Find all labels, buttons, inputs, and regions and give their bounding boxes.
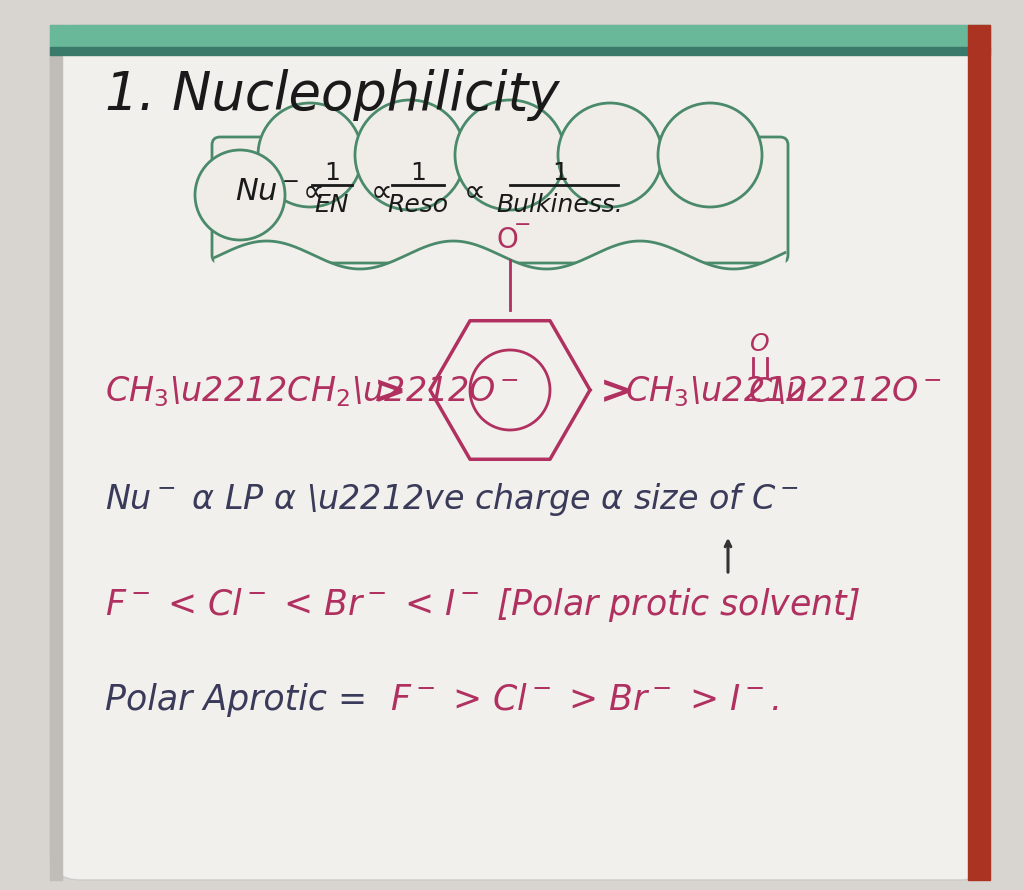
Bar xyxy=(50,25,990,48)
Text: Bulkiness.: Bulkiness. xyxy=(497,193,624,217)
Text: Reso: Reso xyxy=(387,193,449,217)
Text: >: > xyxy=(374,373,407,411)
Text: 1: 1 xyxy=(552,161,568,185)
Text: 1: 1 xyxy=(324,161,340,185)
Circle shape xyxy=(195,150,285,240)
Circle shape xyxy=(658,103,762,207)
FancyBboxPatch shape xyxy=(50,25,990,880)
Text: \u2212O$^-$: \u2212O$^-$ xyxy=(774,376,942,409)
Text: $\propto$: $\propto$ xyxy=(458,176,484,206)
Text: F$^-$ < Cl$^-$ < Br$^-$ < I$^-$ [Polar protic solvent]: F$^-$ < Cl$^-$ < Br$^-$ < I$^-$ [Polar p… xyxy=(105,586,860,624)
Text: 1. Nucleophilicity: 1. Nucleophilicity xyxy=(105,69,559,121)
Text: O: O xyxy=(751,332,770,356)
Bar xyxy=(50,47,990,55)
Text: Nu$^-$ $\alpha$ LP $\alpha$ \u2212ve charge $\alpha$ size of C$^-$: Nu$^-$ $\alpha$ LP $\alpha$ \u2212ve cha… xyxy=(105,481,799,519)
Polygon shape xyxy=(215,241,785,275)
Circle shape xyxy=(258,103,362,207)
Circle shape xyxy=(355,100,465,210)
Text: EN: EN xyxy=(314,193,349,217)
Text: $\propto$: $\propto$ xyxy=(365,176,391,206)
Text: F$^-$ > Cl$^-$ > Br$^-$ > I$^-$.: F$^-$ > Cl$^-$ > Br$^-$ > I$^-$. xyxy=(390,683,779,717)
Circle shape xyxy=(455,100,565,210)
Text: Polar Aprotic =: Polar Aprotic = xyxy=(105,683,378,717)
Text: CH$_3$\u2212: CH$_3$\u2212 xyxy=(625,375,807,409)
Text: Nu$^-$: Nu$^-$ xyxy=(234,176,299,206)
Bar xyxy=(968,25,990,880)
Text: 1: 1 xyxy=(410,161,426,185)
Text: C: C xyxy=(749,376,772,409)
Text: >: > xyxy=(600,373,633,411)
Bar xyxy=(50,25,62,880)
Text: −: − xyxy=(514,215,531,235)
Text: CH$_3$\u2212CH$_2$\u2212O$^-$: CH$_3$\u2212CH$_2$\u2212O$^-$ xyxy=(105,375,519,409)
FancyBboxPatch shape xyxy=(212,137,788,263)
Text: $\propto$: $\propto$ xyxy=(297,176,324,206)
Text: O: O xyxy=(496,226,518,254)
Circle shape xyxy=(558,103,662,207)
